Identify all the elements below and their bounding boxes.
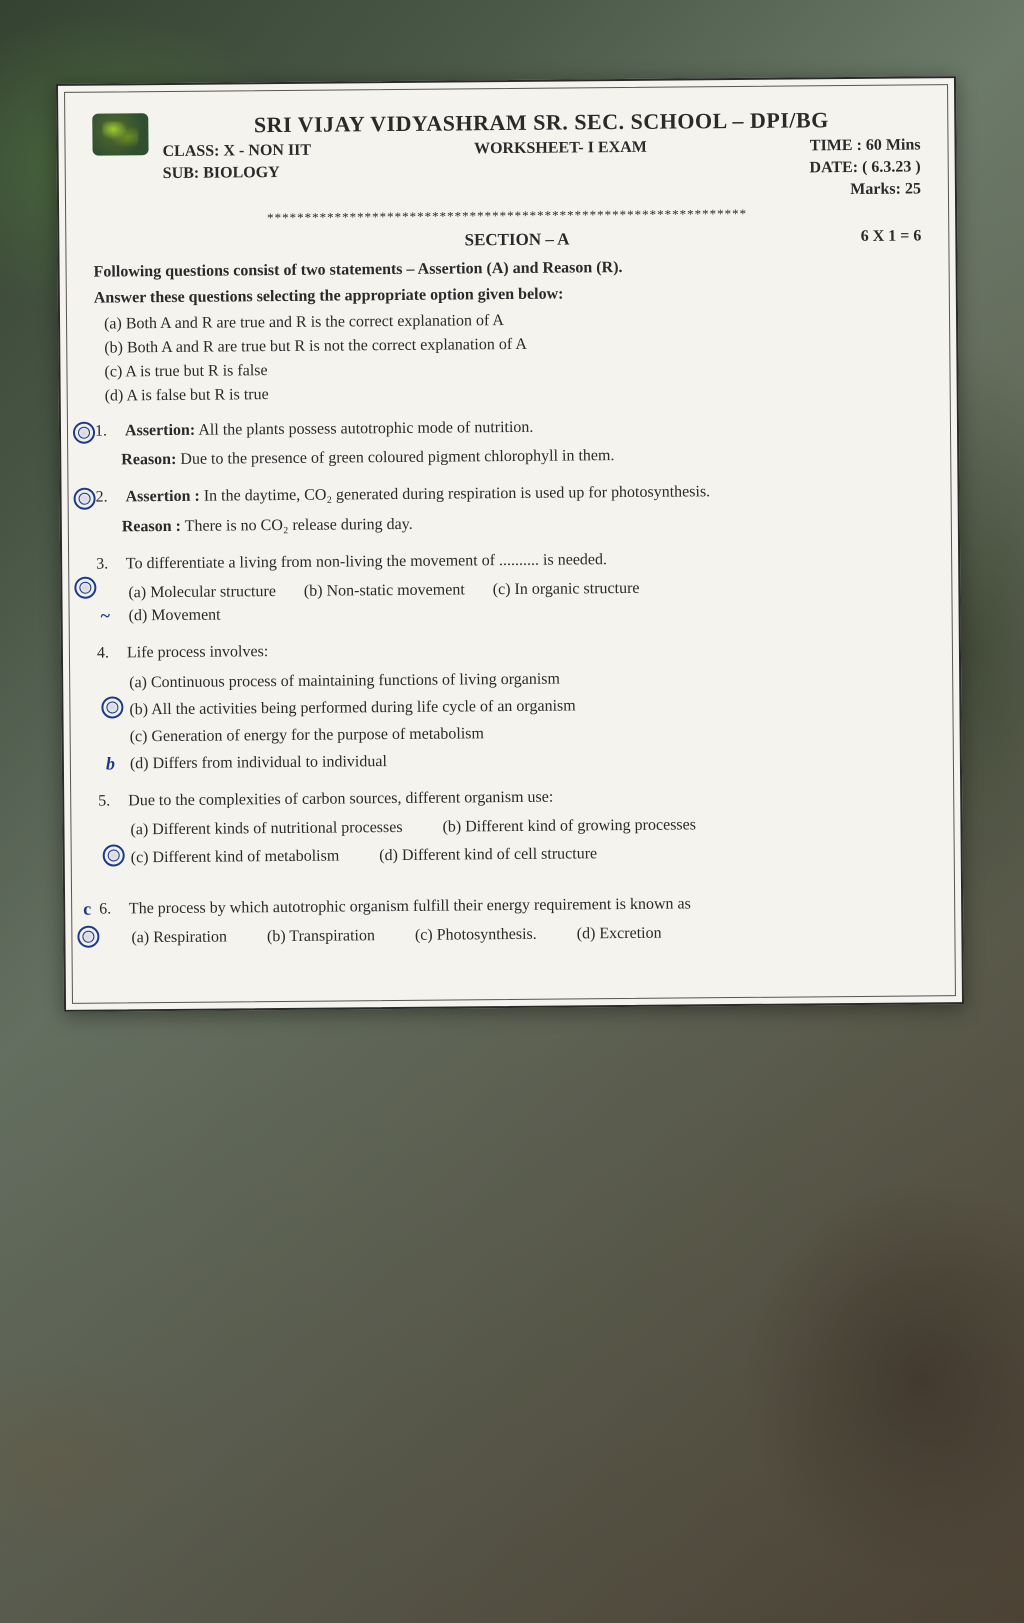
q3-opt-d: (d) Movement — [129, 607, 221, 625]
intro-line-2: Answer these questions selecting the app… — [94, 282, 922, 307]
meta-row-2: SUB: BIOLOGY DATE: ( 6.3.23 ) — [163, 158, 921, 183]
worksheet-label: WORKSHEET- I EXAM — [311, 137, 810, 159]
q3-opt-a: (a) Molecular structure — [128, 580, 276, 604]
q3-num: 3. — [96, 552, 122, 575]
q3-opt-b: (b) Non-static movement — [304, 578, 465, 603]
q6-stem: The process by which autotrophic organis… — [129, 895, 691, 917]
q6-num: 6. — [99, 897, 125, 920]
q4-opt-d-wrap: b (d) Differs from individual to individ… — [130, 745, 926, 775]
q4-opt-c: (c) Generation of energy for the purpose… — [130, 718, 926, 748]
question-6: c 6. The process by which autotrophic or… — [99, 890, 927, 950]
q5-opt-b: (b) Different kind of growing processes — [442, 814, 696, 839]
divider: ****************************************… — [93, 204, 921, 227]
q4-num: 4. — [97, 642, 123, 665]
q1-reason: Due to the presence of green coloured pi… — [180, 447, 614, 468]
pen-tick-icon: ~ — [100, 603, 110, 629]
q4-stem: Life process involves: — [127, 643, 268, 661]
date-label: DATE: ( 6.3.23 ) — [809, 158, 920, 177]
q1-assertion-label: Assertion: — [125, 422, 195, 440]
header: SRI VIJAY VIDYASHRAM SR. SEC. SCHOOL – D… — [92, 106, 921, 205]
subject-label: SUB: BIOLOGY — [163, 164, 280, 183]
option-key-b: (b) Both A and R are true but R is not t… — [104, 332, 922, 357]
q5-opt-a: (a) Different kinds of nutritional proce… — [130, 816, 402, 842]
q2-reason: There is no CO₂ release during day. — [185, 515, 413, 534]
meta-row-1: CLASS: X - NON IIT WORKSHEET- I EXAM TIM… — [162, 136, 920, 161]
q5-row1: (a) Different kinds of nutritional proce… — [130, 812, 926, 842]
q2-assertion: In the daytime, CO₂ generated during res… — [204, 484, 711, 505]
q4-opt-b-wrap: (b) All the activities being performed d… — [129, 691, 925, 721]
q3-stem: To differentiate a living from non-livin… — [126, 551, 607, 572]
meta-row-3: Marks: 25 — [163, 180, 921, 205]
pen-scribble-icon — [73, 488, 95, 510]
pen-mark-icon: b — [106, 751, 115, 777]
q4-opt-b: (b) All the activities being performed d… — [129, 697, 575, 718]
q5-num: 5. — [98, 790, 124, 813]
school-title: SRI VIJAY VIDYASHRAM SR. SEC. SCHOOL – D… — [162, 106, 920, 139]
q2-num: 2. — [95, 486, 121, 509]
pen-scribble-icon — [103, 844, 125, 866]
q6-opt-b: (b) Transpiration — [267, 924, 375, 948]
section-label: SECTION – A — [173, 227, 860, 253]
q5-opt-c: (c) Different kind of metabolism — [131, 844, 340, 869]
question-2: 2. Assertion : In the daytime, CO₂ gener… — [95, 479, 923, 539]
q5-stem: Due to the complexities of carbon source… — [128, 789, 553, 810]
option-key-d: (d) A is false but R is true — [105, 380, 923, 405]
q6-opt-d: (d) Excretion — [577, 922, 662, 946]
q6-opt-c: (c) Photosynthesis. — [415, 923, 537, 947]
q4-opt-d: (d) Differs from individual to individua… — [130, 753, 387, 772]
question-4: 4. Life process involves: (a) Continuous… — [97, 635, 926, 776]
intro-block: Following questions consist of two state… — [94, 256, 923, 405]
q5-row2: (c) Different kind of metabolism (d) Dif… — [131, 839, 927, 869]
q2-reason-label: Reason : — [122, 517, 181, 535]
option-key-a: (a) Both A and R are true and R is the c… — [104, 308, 922, 333]
pen-scribble-icon — [73, 422, 95, 444]
school-logo-icon — [92, 113, 148, 155]
section-marks: 6 X 1 = 6 — [861, 227, 922, 246]
intro-line-1: Following questions consist of two state… — [94, 256, 922, 281]
q4-opt-a: (a) Continuous process of maintaining fu… — [129, 664, 925, 694]
question-1: 1. Assertion: All the plants possess aut… — [95, 412, 923, 472]
pen-scribble-icon — [74, 576, 96, 598]
worksheet-paper: SRI VIJAY VIDYASHRAM SR. SEC. SCHOOL – D… — [56, 76, 964, 1012]
assertion-option-key: (a) Both A and R are true and R is the c… — [104, 308, 923, 405]
q6-options: (a) Respiration (b) Transpiration (c) Ph… — [131, 919, 927, 949]
option-key-c: (c) A is true but R is false — [104, 356, 922, 381]
time-label: TIME : 60 Mins — [810, 136, 921, 155]
q2-assertion-label: Assertion : — [126, 488, 200, 506]
class-label: CLASS: X - NON IIT — [162, 142, 311, 161]
pen-scribble-icon — [77, 925, 99, 947]
q5-opt-d: (d) Different kind of cell structure — [379, 842, 597, 867]
question-3: 3. To differentiate a living from non-li… — [96, 545, 925, 628]
marks-label: Marks: 25 — [850, 180, 921, 199]
section-row: SECTION – A 6 X 1 = 6 — [93, 226, 921, 253]
meta-spacer — [280, 159, 810, 182]
q1-reason-label: Reason: — [121, 451, 176, 468]
question-5: 5. Due to the complexities of carbon sou… — [98, 783, 927, 870]
pen-scribble-icon — [101, 696, 123, 718]
q3-opt-c: (c) In organic structure — [493, 577, 640, 601]
pen-mark-icon: c — [83, 895, 91, 921]
q6-opt-a: (a) Respiration — [131, 925, 227, 949]
title-block: SRI VIJAY VIDYASHRAM SR. SEC. SCHOOL – D… — [162, 106, 921, 205]
q1-num: 1. — [95, 419, 121, 442]
q1-assertion: All the plants possess autotrophic mode … — [198, 419, 533, 439]
